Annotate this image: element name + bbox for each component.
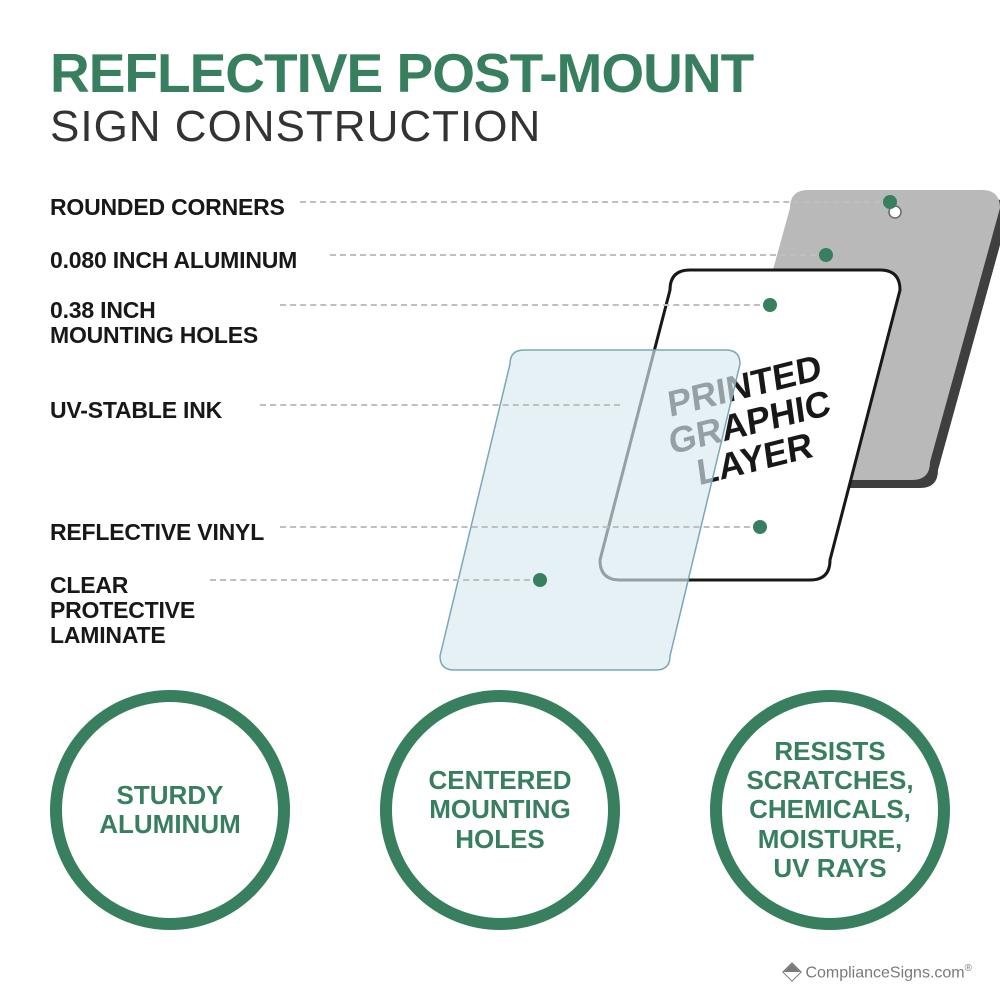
leader-laminate bbox=[210, 579, 540, 581]
dot-aluminum bbox=[819, 248, 833, 262]
diamond-icon bbox=[783, 962, 803, 982]
callout-ink: UV-STABLE INK bbox=[50, 398, 222, 423]
callout-aluminum: 0.080 INCH ALUMINUM bbox=[50, 248, 297, 273]
svg-text:PRINTED: PRINTED bbox=[665, 346, 824, 425]
footer-brand-name: ComplianceSigns bbox=[805, 964, 930, 981]
badge-resists: RESISTS SCRATCHES, CHEMICALS, MOISTURE, … bbox=[710, 690, 950, 930]
leader-holes bbox=[280, 304, 770, 306]
callout-holes: 0.38 INCHMOUNTING HOLES bbox=[50, 298, 258, 348]
leader-vinyl bbox=[280, 526, 760, 528]
callout-vinyl: REFLECTIVE VINYL bbox=[50, 520, 264, 545]
dot-holes bbox=[763, 298, 777, 312]
svg-text:LAYER: LAYER bbox=[694, 424, 815, 493]
title-line2: SIGN CONSTRUCTION bbox=[50, 105, 753, 149]
callout-rounded: ROUNDED CORNERS bbox=[50, 195, 285, 220]
badge-centered: CENTERED MOUNTING HOLES bbox=[380, 690, 620, 930]
badges-row: STURDY ALUMINUM CENTERED MOUNTING HOLES RE… bbox=[50, 690, 950, 930]
badge-sturdy: STURDY ALUMINUM bbox=[50, 690, 290, 930]
title-line1: REFLECTIVE POST-MOUNT bbox=[50, 46, 753, 101]
footer-mark: ® bbox=[965, 963, 972, 974]
footer-suffix: .com bbox=[930, 964, 965, 981]
callout-laminate: CLEARPROTECTIVELAMINATE bbox=[50, 573, 195, 647]
dot-laminate bbox=[533, 573, 547, 587]
leader-ink bbox=[260, 404, 620, 406]
leader-rounded bbox=[300, 201, 890, 203]
dot-vinyl bbox=[753, 520, 767, 534]
dot-rounded bbox=[883, 195, 897, 209]
footer-brand: ComplianceSigns.com® bbox=[785, 963, 972, 982]
title-block: REFLECTIVE POST-MOUNT SIGN CONSTRUCTION bbox=[50, 46, 753, 149]
leader-aluminum bbox=[330, 254, 826, 256]
svg-text:GRAPHIC: GRAPHIC bbox=[666, 382, 833, 463]
